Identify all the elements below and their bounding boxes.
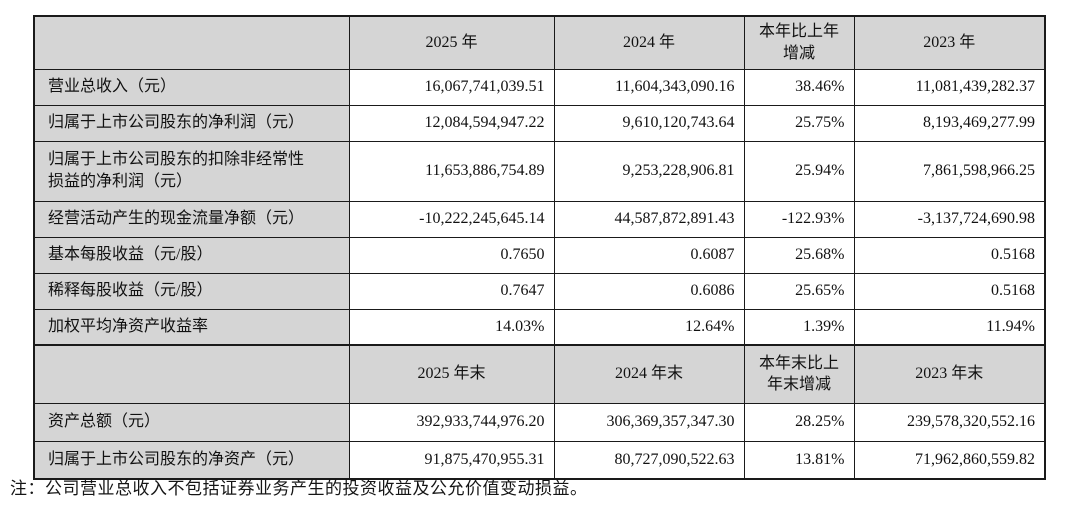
- header-2023-end: 2023 年末: [853, 344, 1046, 404]
- value-2023: 0.5168: [853, 236, 1046, 274]
- value-2024: 9,253,228,906.81: [553, 140, 745, 202]
- row-label: 稀释每股收益（元/股）: [33, 272, 350, 310]
- table-row-net-profit: 归属于上市公司股东的净利润（元） 12,084,594,947.22 9,610…: [33, 104, 1046, 142]
- value-2023: -3,137,724,690.98: [853, 200, 1046, 238]
- value-2023: 11.94%: [853, 308, 1046, 346]
- value-2025: 16,067,741,039.51: [348, 68, 555, 106]
- value-2023: 8,193,469,277.99: [853, 104, 1046, 142]
- header-2025: 2025 年: [348, 15, 555, 70]
- value-2025: 0.7647: [348, 272, 555, 310]
- value-2024: 9,610,120,743.64: [553, 104, 745, 142]
- value-change: 25.65%: [743, 272, 855, 310]
- table-row-basic-eps: 基本每股收益（元/股） 0.7650 0.6087 25.68% 0.5168: [33, 236, 1046, 274]
- annual-header-row: 2025 年 2024 年 本年比上年 增减 2023 年: [33, 15, 1046, 70]
- period-end-header-row: 2025 年末 2024 年末 本年末比上 年末增减 2023 年末: [33, 344, 1046, 404]
- row-label: 加权平均净资产收益率: [33, 308, 350, 346]
- value-change: 1.39%: [743, 308, 855, 346]
- value-2024-end: 80,727,090,522.63: [553, 440, 745, 480]
- table-row-total-revenue: 营业总收入（元） 16,067,741,039.51 11,604,343,09…: [33, 68, 1046, 106]
- value-2025: 12,084,594,947.22: [348, 104, 555, 142]
- financial-summary-table: 2025 年 2024 年 本年比上年 增减 2023 年 营业总收入（元） 1…: [33, 15, 1046, 480]
- value-2023-end: 71,962,860,559.82: [853, 440, 1046, 480]
- table-row-net-profit-excl-nonrecurring: 归属于上市公司股东的扣除非经常性 损益的净利润（元） 11,653,886,75…: [33, 140, 1046, 202]
- value-change: 13.81%: [743, 440, 855, 480]
- value-change: 28.25%: [743, 402, 855, 442]
- table-row-net-assets: 归属于上市公司股东的净资产（元） 91,875,470,955.31 80,72…: [33, 440, 1046, 480]
- row-label: 归属于上市公司股东的扣除非经常性 损益的净利润（元）: [33, 140, 350, 202]
- footnote: 注：公司营业总收入不包括证券业务产生的投资收益及公允价值变动损益。: [10, 479, 588, 498]
- value-2025: 0.7650: [348, 236, 555, 274]
- empty-corner-cell: [33, 344, 350, 404]
- value-change: 38.46%: [743, 68, 855, 106]
- table-row-total-assets: 资产总额（元） 392,933,744,976.20 306,369,357,3…: [33, 402, 1046, 442]
- row-label: 基本每股收益（元/股）: [33, 236, 350, 274]
- header-2024: 2024 年: [553, 15, 745, 70]
- value-2023: 11,081,439,282.37: [853, 68, 1046, 106]
- value-2025: -10,222,245,645.14: [348, 200, 555, 238]
- row-label: 归属于上市公司股东的净利润（元）: [33, 104, 350, 142]
- value-2023: 7,861,598,966.25: [853, 140, 1046, 202]
- header-2023: 2023 年: [853, 15, 1046, 70]
- value-2023-end: 239,578,320,552.16: [853, 402, 1046, 442]
- value-2024: 0.6087: [553, 236, 745, 274]
- value-2025-end: 392,933,744,976.20: [348, 402, 555, 442]
- value-change: 25.94%: [743, 140, 855, 202]
- value-change: 25.68%: [743, 236, 855, 274]
- value-2024: 44,587,872,891.43: [553, 200, 745, 238]
- header-2025-end: 2025 年末: [348, 344, 555, 404]
- table-row-operating-cash-flow: 经营活动产生的现金流量净额（元） -10,222,245,645.14 44,5…: [33, 200, 1046, 238]
- header-yoy-change: 本年比上年 增减: [743, 15, 855, 70]
- row-label: 资产总额（元）: [33, 402, 350, 442]
- row-label: 经营活动产生的现金流量净额（元）: [33, 200, 350, 238]
- value-2023: 0.5168: [853, 272, 1046, 310]
- empty-corner-cell: [33, 15, 350, 70]
- header-end-change: 本年末比上 年末增减: [743, 344, 855, 404]
- value-2025: 14.03%: [348, 308, 555, 346]
- value-change: 25.75%: [743, 104, 855, 142]
- table-row-weighted-avg-roe: 加权平均净资产收益率 14.03% 12.64% 1.39% 11.94%: [33, 308, 1046, 346]
- value-2024-end: 306,369,357,347.30: [553, 402, 745, 442]
- value-2024: 12.64%: [553, 308, 745, 346]
- value-change: -122.93%: [743, 200, 855, 238]
- value-2024: 0.6086: [553, 272, 745, 310]
- value-2024: 11,604,343,090.16: [553, 68, 745, 106]
- header-2024-end: 2024 年末: [553, 344, 745, 404]
- value-2025: 11,653,886,754.89: [348, 140, 555, 202]
- row-label: 营业总收入（元）: [33, 68, 350, 106]
- row-label: 归属于上市公司股东的净资产（元）: [33, 440, 350, 480]
- table-row-diluted-eps: 稀释每股收益（元/股） 0.7647 0.6086 25.65% 0.5168: [33, 272, 1046, 310]
